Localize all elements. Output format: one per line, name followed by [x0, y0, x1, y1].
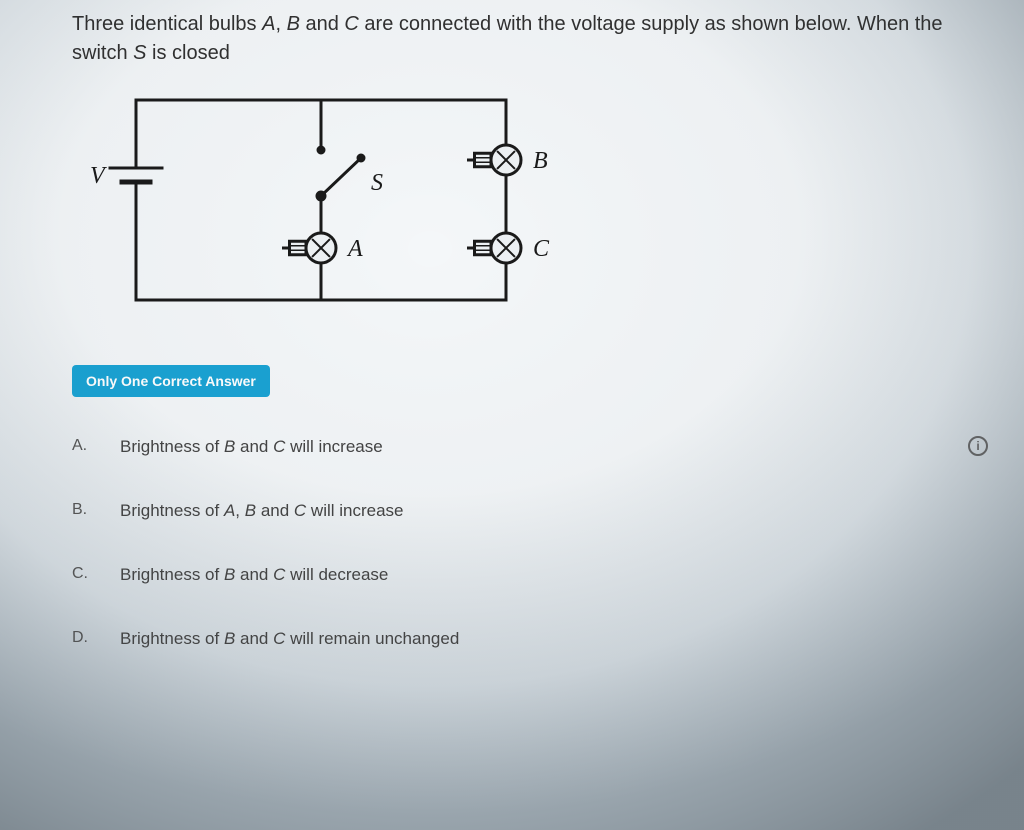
option-text: Brightness of B and C will remain unchan… [120, 629, 459, 649]
q-text-3: and [300, 13, 344, 35]
q-var-S: S [133, 42, 146, 64]
option-B[interactable]: B. Brightness of A, B and C will increas… [72, 501, 984, 521]
q-text-1: Three identical bulbs [72, 13, 262, 35]
option-text: Brightness of B and C will decrease [120, 565, 388, 585]
svg-text:C: C [533, 236, 550, 262]
answer-mode-badge: Only One Correct Answer [72, 365, 270, 397]
svg-text:V: V [90, 163, 107, 189]
option-letter: B. [72, 501, 96, 519]
option-text: Brightness of B and C will increase [120, 437, 383, 457]
svg-text:A: A [346, 236, 363, 262]
question-stem: Three identical bulbs A, B and C are con… [72, 10, 972, 68]
option-D[interactable]: D. Brightness of B and C will remain unc… [72, 629, 984, 649]
circuit-svg: V S A B C [76, 80, 596, 330]
q-var-C: C [344, 13, 358, 35]
option-letter: D. [72, 629, 96, 647]
option-A[interactable]: A. Brightness of B and C will increase [72, 437, 984, 457]
info-icon[interactable]: i [968, 436, 988, 456]
options-list: A. Brightness of B and C will increase B… [72, 437, 984, 649]
question-page: Three identical bulbs A, B and C are con… [0, 0, 1024, 830]
q-var-B: B [287, 13, 300, 35]
option-letter: A. [72, 437, 96, 455]
option-letter: C. [72, 565, 96, 583]
option-text: Brightness of A, B and C will increase [120, 501, 404, 521]
svg-text:S: S [371, 170, 383, 196]
q-text-2: , [275, 13, 286, 35]
circuit-diagram: V S A B C [76, 80, 984, 335]
q-text-5: is closed [146, 42, 229, 64]
q-var-A: A [262, 13, 275, 35]
option-C[interactable]: C. Brightness of B and C will decrease [72, 565, 984, 585]
svg-text:B: B [533, 148, 548, 174]
